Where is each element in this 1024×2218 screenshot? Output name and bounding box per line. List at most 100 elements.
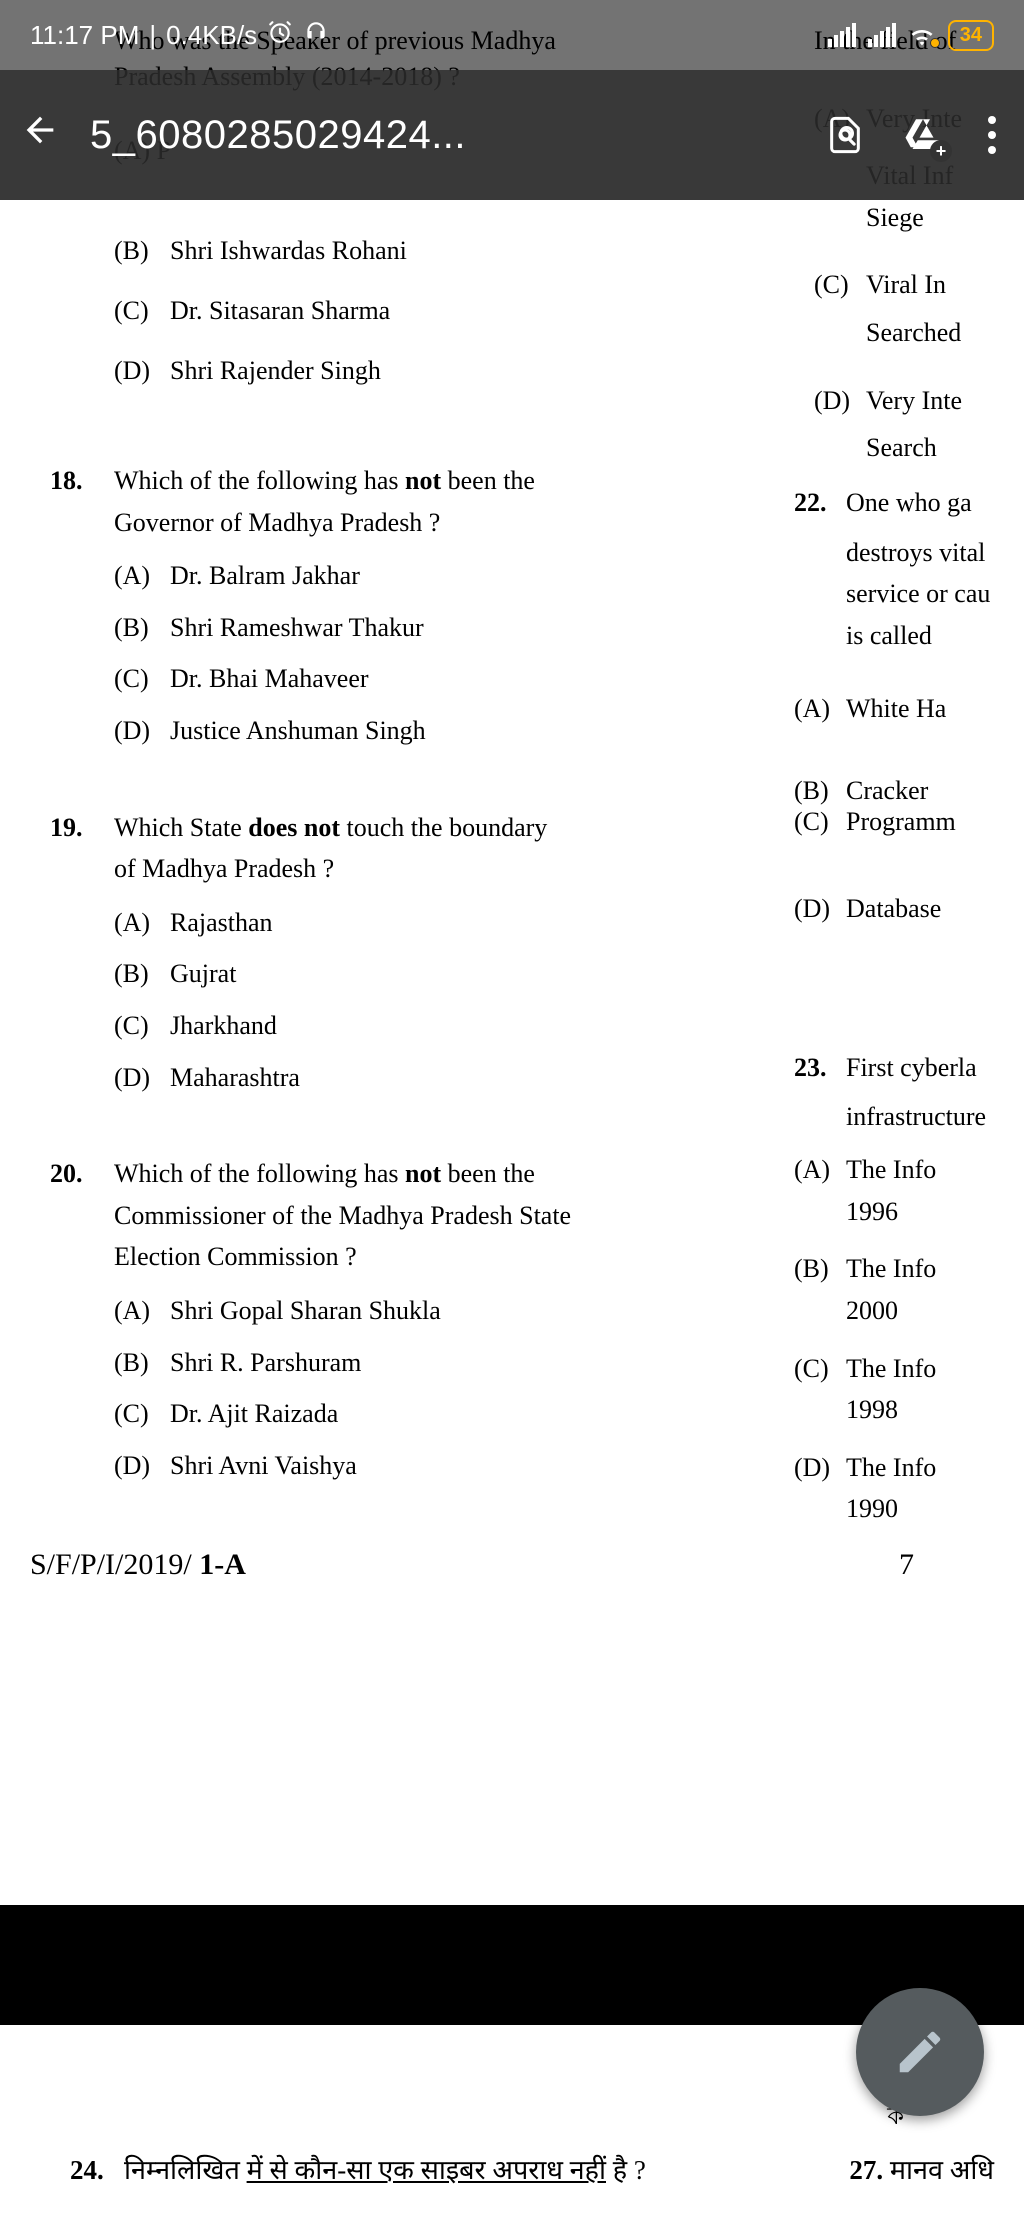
- q22-t3: service or cau: [846, 573, 1004, 615]
- q23-d2: 1990: [846, 1488, 936, 1530]
- q19-d-label: (D): [114, 1057, 170, 1099]
- q24-text: निम्नलिखित में से कौन-सा एक साइबर अपराध …: [111, 2155, 646, 2185]
- file-title: 5_6080285029424...: [90, 113, 804, 158]
- q18-text2: Governor of Madhya Pradesh ?: [114, 508, 440, 537]
- q20-t3: Election Commission ?: [114, 1242, 357, 1271]
- q23-d-label: (D): [794, 1447, 846, 1530]
- alarm-icon: [267, 19, 293, 52]
- q18-c-label: (C): [114, 658, 170, 700]
- q18-a: Dr. Balram Jakhar: [170, 555, 360, 597]
- status-bar: 11:17 PM | 0.4KB/s 34: [0, 0, 1024, 70]
- r-c-label: (C): [814, 264, 866, 306]
- q23-d1: The Info: [846, 1447, 936, 1489]
- q20-d: Shri Avni Vaishya: [170, 1445, 357, 1487]
- q22-t2: destroys vital: [846, 532, 1004, 574]
- q19-b: Gujrat: [170, 953, 236, 995]
- q17-opt-d-label: (D): [114, 350, 170, 392]
- q17-opt-d: Shri Rajender Singh: [170, 350, 381, 392]
- find-in-page-button[interactable]: [824, 114, 866, 156]
- signal-icon-1: [828, 23, 856, 47]
- r-c-1: Viral In: [866, 264, 946, 306]
- q19-c-label: (C): [114, 1005, 170, 1047]
- q20-t1-post: been the: [441, 1159, 535, 1188]
- wifi-icon: [908, 24, 936, 46]
- headset-icon: [303, 19, 329, 52]
- q19-t1-post: touch the boundary: [340, 813, 547, 842]
- footer-code: S/F/P/I/2019/ 1-A: [30, 1541, 246, 1589]
- q22-d: Database: [846, 888, 941, 930]
- r-c-2: Searched: [866, 312, 1024, 354]
- page-number: 7: [899, 1541, 914, 1589]
- status-netspeed: 0.4KB/s: [166, 20, 257, 51]
- edit-fab-button[interactable]: [856, 1988, 984, 2116]
- q20-t1-pre: Which of the following has: [114, 1159, 405, 1188]
- save-to-drive-button[interactable]: +: [902, 114, 944, 156]
- q27-num: 27.: [849, 2155, 883, 2185]
- q23-b-label: (B): [794, 1248, 846, 1331]
- q20-c: Dr. Ajit Raizada: [170, 1393, 338, 1435]
- app-toolbar: 5_6080285029424... +: [0, 70, 1024, 200]
- q23-a-label: (A): [794, 1149, 846, 1232]
- q18-b-label: (B): [114, 607, 170, 649]
- q18-d: Justice Anshuman Singh: [170, 710, 426, 752]
- q23-a2: 1996: [846, 1191, 936, 1233]
- q23-num: 23.: [794, 1047, 846, 1089]
- r-siege: Siege: [866, 197, 1024, 239]
- r-d-1: Very Inte: [866, 380, 962, 422]
- q23-t1: First cyberla: [846, 1047, 977, 1089]
- q23-b2: 2000: [846, 1290, 936, 1332]
- q19-a: Rajasthan: [170, 902, 273, 944]
- q23-b1: The Info: [846, 1248, 936, 1290]
- q27-text: मानव अधि: [890, 2155, 994, 2185]
- q18-not: not: [405, 466, 441, 495]
- q19-t2: of Madhya Pradesh ?: [114, 854, 334, 883]
- q18-b: Shri Rameshwar Thakur: [170, 607, 424, 649]
- q18-text1-pre: Which of the following has: [114, 466, 405, 495]
- q17-opt-c: Dr. Sitasaran Sharma: [170, 290, 390, 332]
- q20-b: Shri R. Parshuram: [170, 1342, 361, 1384]
- q19-num: 19.: [50, 807, 114, 890]
- document-viewport: Who was the Speaker of previous Madhya P…: [0, 0, 1024, 1820]
- q22-d-label: (D): [794, 888, 846, 930]
- q19-bold: does not: [248, 813, 340, 842]
- q19-c: Jharkhand: [170, 1005, 277, 1047]
- signal-icon-2: [868, 23, 896, 47]
- q18-a-label: (A): [114, 555, 170, 597]
- q20-a: Shri Gopal Sharan Shukla: [170, 1290, 441, 1332]
- page-gap: [0, 1905, 1024, 2025]
- q20-num: 20.: [50, 1153, 114, 1278]
- q18-c: Dr. Bhai Mahaveer: [170, 658, 369, 700]
- q20-c-label: (C): [114, 1393, 170, 1435]
- overflow-menu-button[interactable]: [980, 116, 1004, 154]
- q24-num: 24.: [70, 2155, 104, 2185]
- q20-d-label: (D): [114, 1445, 170, 1487]
- q17-opt-b-label: (B): [114, 230, 170, 272]
- q20-a-label: (A): [114, 1290, 170, 1332]
- footer-code-bold: 1-A: [199, 1548, 246, 1581]
- q19-d: Maharashtra: [170, 1057, 300, 1099]
- q22-t1: One who ga: [846, 482, 972, 524]
- q22-c-label: (C): [794, 801, 846, 843]
- battery-indicator: 34: [948, 20, 994, 51]
- footer-code-pre: S/F/P/I/2019/: [30, 1548, 199, 1581]
- q22-t4: is called: [846, 615, 1004, 657]
- q17-opt-b: Shri Ishwardas Rohani: [170, 230, 407, 272]
- r-d-label: (D): [814, 380, 866, 422]
- q20-b-label: (B): [114, 1342, 170, 1384]
- next-page-crop: 24. निम्नलिखित में से कौन-सा एक साइबर अप…: [0, 2150, 1024, 2187]
- q23-c-label: (C): [794, 1348, 846, 1431]
- q23-t2: infrastructure: [846, 1096, 1004, 1138]
- q18-text1-post: been the: [441, 466, 535, 495]
- q20-bold: not: [405, 1159, 441, 1188]
- q22-c: Programm: [846, 801, 956, 843]
- back-button[interactable]: [20, 110, 60, 161]
- q20-t2: Commissioner of the Madhya Pradesh State: [114, 1201, 571, 1230]
- q22-a: White Ha: [846, 688, 946, 730]
- q19-b-label: (B): [114, 953, 170, 995]
- plus-badge-icon: +: [930, 140, 952, 162]
- q17-opt-c-label: (C): [114, 290, 170, 332]
- q18-d-label: (D): [114, 710, 170, 752]
- status-time: 11:17 PM: [30, 20, 139, 51]
- status-sep: |: [149, 20, 156, 51]
- q18-num: 18.: [50, 460, 114, 543]
